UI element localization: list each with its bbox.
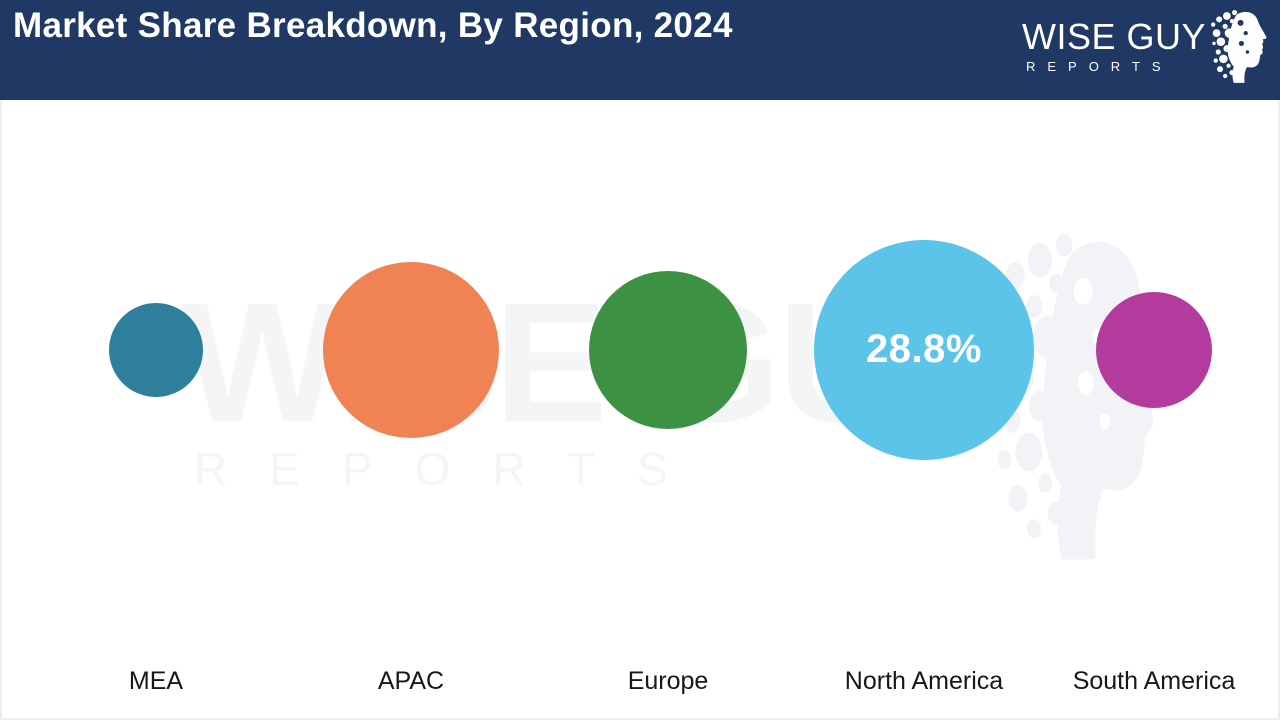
bubble-mea[interactable] [109,303,203,397]
logo-text: WISE GUY REPORTS [1022,18,1206,74]
header: Market Share Breakdown, By Region, 2024 … [0,0,1280,100]
axis-label-mea: MEA [128,667,184,695]
axis-label-south-america: South America [1072,667,1236,695]
chart-title: Market Share Breakdown, By Region, 2024 [13,6,733,45]
bubble-europe[interactable] [588,270,748,430]
axis-label-north-america: North America [844,667,1004,695]
chart-area: WISE GUY REPORTS 28.8% MEAAPACEuropeNort… [0,100,1280,720]
logo-face-icon [1211,10,1267,83]
bubble-north-america[interactable]: 28.8% [814,240,1034,460]
logo-wordmark: WISE GUY [1021,16,1206,58]
bubble-south-america[interactable] [1095,291,1213,409]
axis-label-apac: APAC [377,667,445,695]
logo-subtext: REPORTS [1025,58,1173,74]
wise-guy-logo: WISE GUY REPORTS [1022,6,1268,86]
bubble-apac[interactable] [323,262,499,438]
axis-label-europe: Europe [627,667,709,695]
watermark-subtext: REPORTS [194,443,710,495]
bubble-value-label: 28.8% [866,327,982,372]
